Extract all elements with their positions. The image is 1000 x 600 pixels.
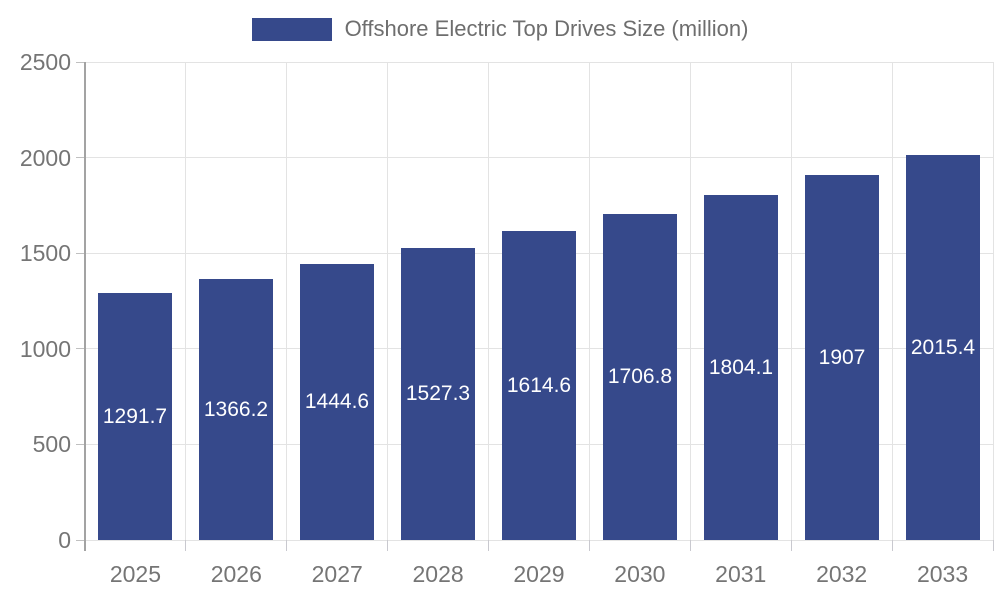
y-axis-tick (76, 348, 85, 350)
x-gridline (891, 62, 893, 540)
x-axis-tick-label: 2032 (816, 561, 868, 587)
y-gridline (85, 61, 993, 63)
bar[interactable]: 1366.2 (199, 278, 273, 540)
y-axis-tick-label: 500 (32, 431, 71, 458)
bar-value-label: 1527.3 (405, 382, 471, 406)
bar[interactable]: 1614.6 (502, 231, 576, 540)
x-axis-tick (992, 540, 994, 551)
x-gridline (689, 62, 691, 540)
x-axis-tick-label: 2031 (715, 561, 767, 587)
bar[interactable]: 1444.6 (300, 263, 374, 540)
bar-value-label: 1907 (818, 346, 866, 370)
bar-value-label: 1444.6 (304, 390, 370, 414)
x-gridline (992, 62, 994, 540)
y-axis-tick-label: 1500 (19, 240, 71, 267)
bar-value-label: 1614.6 (506, 374, 572, 398)
x-gridline (790, 62, 792, 540)
x-axis-tick (286, 540, 288, 551)
x-axis-tick-label: 2026 (210, 561, 262, 587)
bar-value-label: 1804.1 (708, 356, 774, 380)
bar[interactable]: 1907 (805, 175, 879, 540)
x-axis-tick (588, 540, 590, 551)
x-gridline (588, 62, 590, 540)
legend-swatch-icon (251, 17, 332, 41)
y-axis-tick (76, 252, 85, 254)
y-axis-tick-label: 1000 (19, 335, 71, 362)
y-axis-tick (76, 61, 85, 63)
bar[interactable]: 2015.4 (906, 154, 980, 540)
y-axis-line (84, 62, 86, 551)
bar[interactable]: 1291.7 (98, 293, 172, 540)
x-gridline (185, 62, 187, 540)
x-axis-tick (689, 540, 691, 551)
x-axis-tick-label: 2027 (311, 561, 363, 587)
x-axis-baseline (85, 539, 993, 541)
legend-item[interactable]: Offshore Electric Top Drives Size (milli… (251, 16, 749, 42)
x-gridline (488, 62, 490, 540)
x-axis-tick-label: 2030 (614, 561, 666, 587)
x-axis-tick (488, 540, 490, 551)
y-gridline (85, 157, 993, 159)
x-axis-tick-label: 2028 (412, 561, 464, 587)
y-axis-tick-label: 2500 (19, 49, 71, 75)
bar-value-label: 2015.4 (910, 335, 976, 359)
bar[interactable]: 1527.3 (401, 247, 475, 540)
x-axis-tick-label: 2033 (916, 561, 969, 587)
bar[interactable]: 1706.8 (603, 213, 677, 540)
x-axis-tick (790, 540, 792, 551)
y-axis-tick (76, 539, 85, 541)
x-gridline (387, 62, 389, 540)
y-axis-tick (76, 443, 85, 445)
x-axis-tick (185, 540, 187, 551)
x-axis-tick-label: 2029 (513, 561, 565, 587)
y-axis-tick-label: 2000 (19, 144, 71, 171)
x-axis-tick (891, 540, 893, 551)
y-axis-tick-label: 0 (58, 527, 71, 553)
y-axis-tick (76, 157, 85, 159)
bar-value-label: 1366.2 (203, 397, 269, 421)
x-axis-tick (387, 540, 389, 551)
x-axis-tick-label: 2025 (109, 561, 162, 587)
x-gridline (286, 62, 288, 540)
legend-label: Offshore Electric Top Drives Size (milli… (344, 16, 749, 41)
legend: Offshore Electric Top Drives Size (milli… (0, 16, 1000, 42)
bar-value-label: 1291.7 (102, 405, 168, 428)
bar-value-label: 1706.8 (607, 365, 673, 389)
bar[interactable]: 1804.1 (704, 195, 778, 540)
